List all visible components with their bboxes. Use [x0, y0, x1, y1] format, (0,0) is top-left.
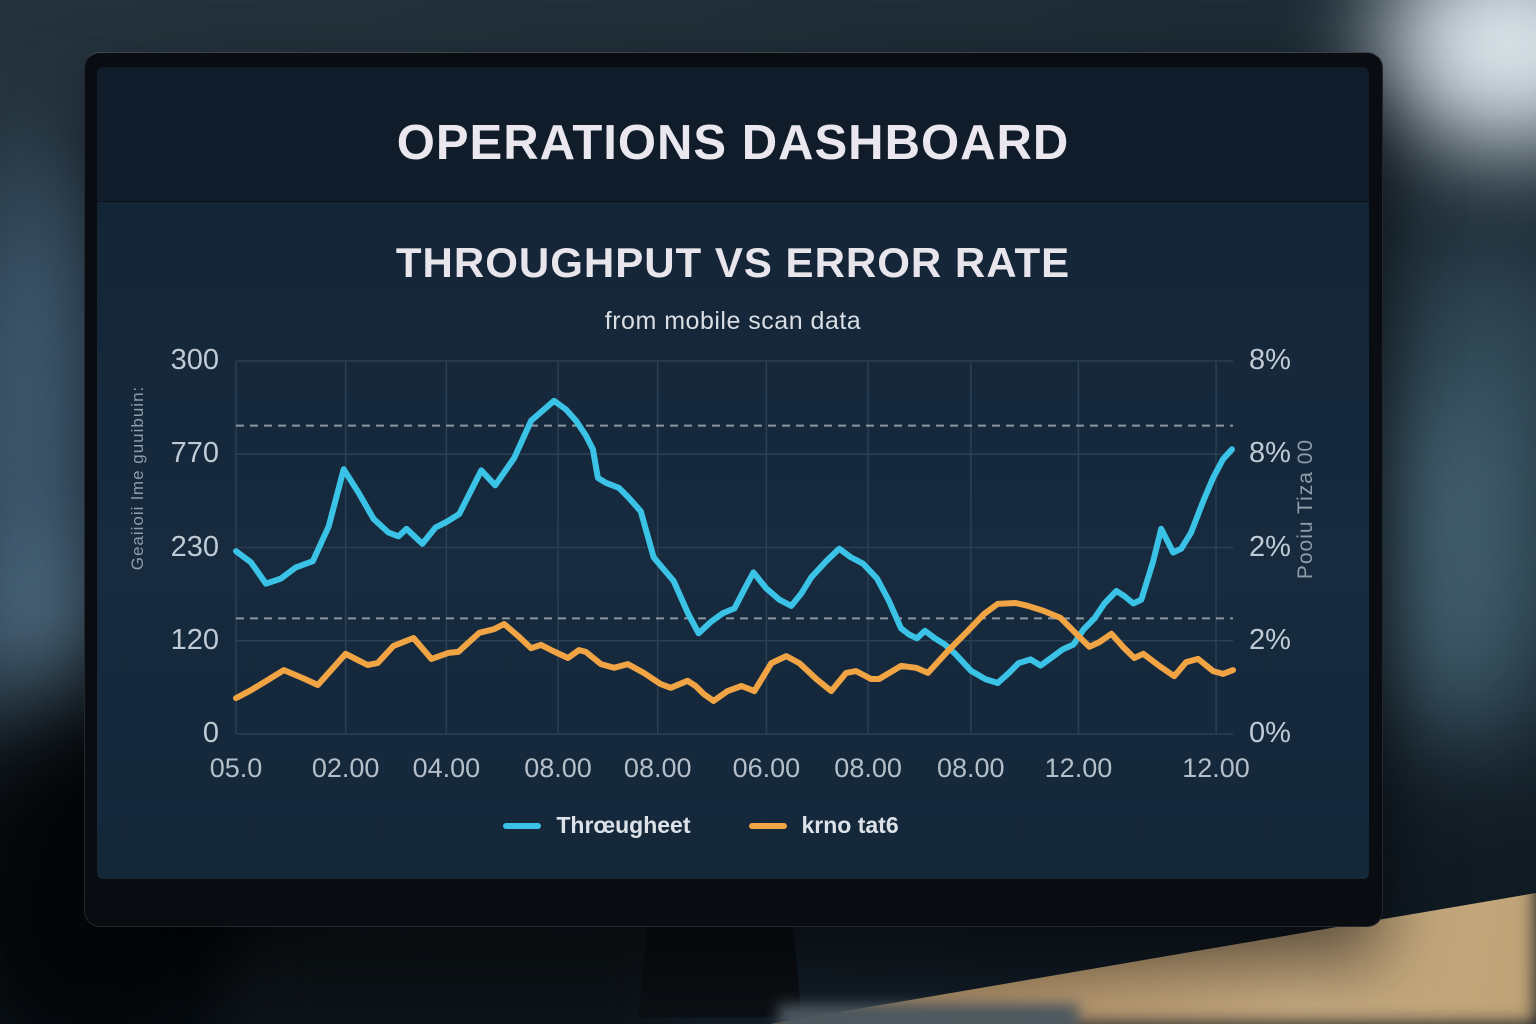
monitor-bezel: OPERATIONS DASHBOARD THROUGHPUT VS ERROR…	[84, 52, 1383, 927]
background-right-streak	[1405, 400, 1485, 730]
x-tick-label: 12.00	[1044, 753, 1113, 783]
plot-area	[233, 360, 1236, 735]
desk-shadow	[250, 920, 670, 1024]
x-tick-label: 08.00	[936, 753, 1005, 783]
legend-item-throughput: Thrœugheet	[503, 812, 691, 839]
x-tick-label: 06.00	[732, 753, 801, 783]
y-tick-label-right: 8%	[1249, 344, 1291, 376]
y-tick-label-left: 0	[202, 717, 219, 749]
chart-subtitle: from mobile scan data	[604, 307, 862, 335]
background-right-blur	[1390, 240, 1536, 740]
x-tick-label: 05.0	[209, 753, 263, 783]
dashboard-header: OPERATIONS DASHBOARD	[97, 67, 1369, 202]
background-bokeh-light	[1380, 0, 1536, 150]
y-axis-label-left: Geaiioii lme guuibuin:	[128, 385, 147, 571]
legend-swatch-throughput	[503, 822, 542, 829]
monitor-stand	[638, 918, 802, 1018]
desk-object	[778, 1004, 1078, 1024]
y-tick-label-left: 120	[170, 623, 219, 656]
y-tick-label-right: 2%	[1249, 530, 1291, 563]
x-tick-label: 04.00	[412, 753, 481, 783]
legend-label-error-rate: krno tat6	[801, 812, 899, 838]
monitor-screen: OPERATIONS DASHBOARD THROUGHPUT VS ERROR…	[97, 67, 1369, 879]
error-rate-line	[233, 600, 1236, 704]
legend-label-throughput: Thrœugheet	[556, 812, 691, 838]
x-tick-label: 08.00	[623, 753, 692, 783]
dashboard-title: OPERATIONS DASHBOARD	[396, 116, 1070, 170]
x-tick-label: 02.00	[311, 753, 380, 783]
y-tick-label-right: 8%	[1249, 437, 1291, 470]
y-axis-label-right: Pooiu Tiza 00	[1294, 438, 1317, 580]
y-tick-label-left: 230	[170, 530, 219, 563]
y-tick-label-left: 770	[170, 437, 219, 470]
chart-title: THROUGHPUT VS ERROR RATE	[395, 239, 1071, 286]
x-tick-label: 08.00	[524, 753, 592, 783]
x-tick-label: 12.00	[1182, 753, 1250, 783]
legend-item-error-rate: krno tat6	[748, 812, 899, 839]
y-tick-label-right: 0%	[1249, 717, 1291, 749]
throughput-line	[233, 397, 1235, 686]
legend: Thrœugheet krno tat6	[97, 812, 1369, 839]
legend-swatch-error-rate	[748, 822, 787, 829]
y-tick-label-left: 300	[170, 344, 219, 376]
y-tick-label-right: 2%	[1249, 623, 1291, 656]
x-tick-label: 08.00	[834, 753, 902, 783]
